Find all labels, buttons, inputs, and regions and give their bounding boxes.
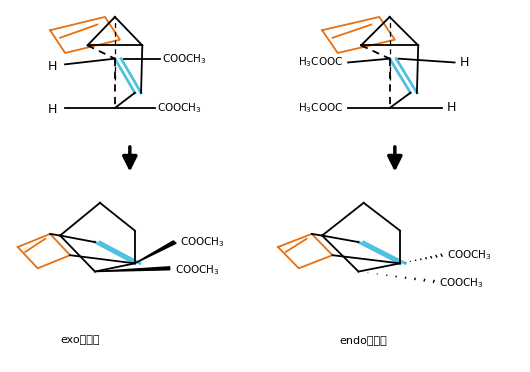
Text: H: H xyxy=(48,103,57,116)
Text: H: H xyxy=(460,56,469,69)
Text: COOCH$_3$: COOCH$_3$ xyxy=(439,276,484,290)
Polygon shape xyxy=(95,267,170,272)
Text: COOCH$_3$: COOCH$_3$ xyxy=(180,235,225,249)
Text: H: H xyxy=(48,60,57,73)
Text: COOCH$_3$: COOCH$_3$ xyxy=(157,101,202,115)
Text: COOCH$_3$: COOCH$_3$ xyxy=(162,52,207,65)
Text: endo付加物: endo付加物 xyxy=(340,335,387,345)
Polygon shape xyxy=(135,241,176,263)
Text: COOCH$_3$: COOCH$_3$ xyxy=(447,248,492,262)
Text: COOCH$_3$: COOCH$_3$ xyxy=(175,263,219,277)
Text: exo付加物: exo付加物 xyxy=(60,335,100,345)
Text: H: H xyxy=(447,102,456,115)
Text: H$_3$COOC: H$_3$COOC xyxy=(298,55,343,69)
Text: H$_3$COOC: H$_3$COOC xyxy=(298,101,343,115)
